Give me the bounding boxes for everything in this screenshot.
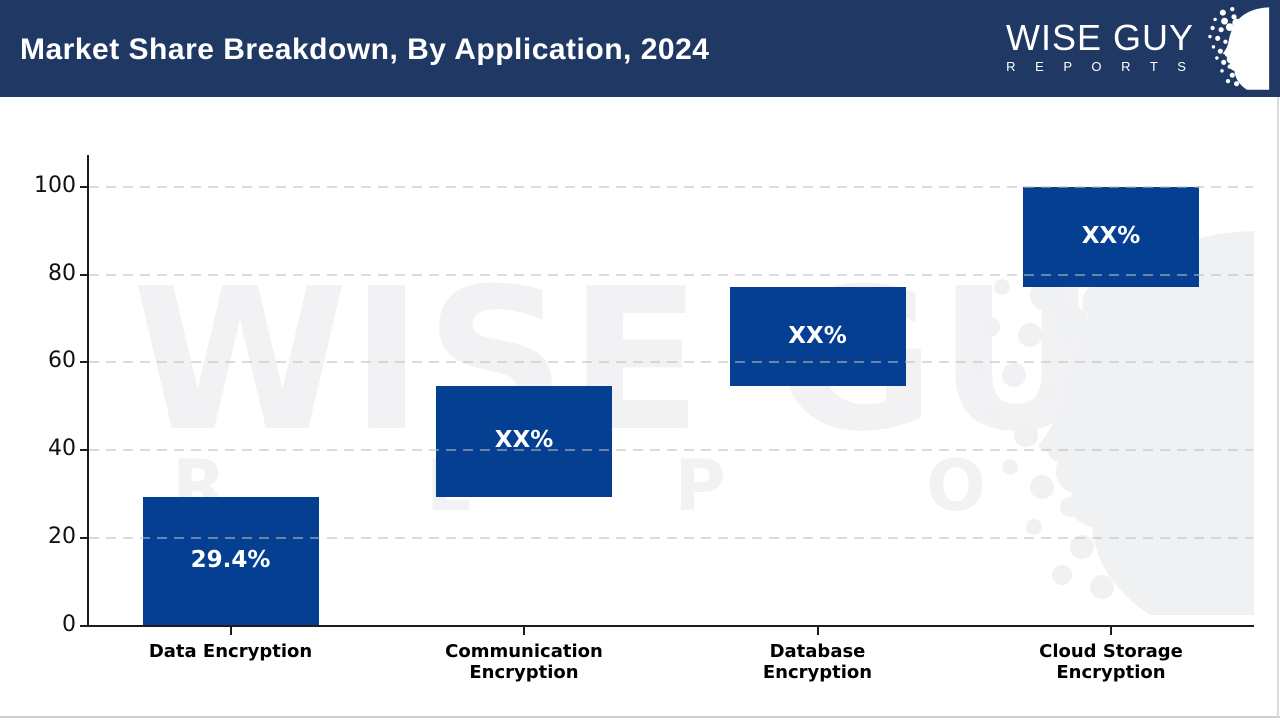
right-edge-line (1277, 97, 1279, 718)
y-tick (80, 361, 88, 364)
category-label: Communication Encryption (445, 641, 603, 683)
wiseguy-logo-text: WISE GUY R E P O R T S (1005, 17, 1194, 75)
gridline (89, 361, 1253, 364)
y-tick (80, 537, 88, 540)
bar-value-label: XX% (494, 427, 554, 454)
x-tick (523, 627, 525, 635)
x-tick (816, 627, 819, 635)
wiseguy-face-dots-icon (1208, 7, 1270, 90)
y-tick-label: 0 (62, 612, 76, 637)
x-axis (87, 625, 1254, 627)
gridline (89, 449, 1253, 452)
y-tick-label: 40 (48, 436, 76, 462)
wiseguy-logo-line1: WISE GUY (1005, 17, 1194, 58)
bar (729, 287, 906, 387)
header-bar: Market Share Breakdown, By Application, … (0, 0, 1280, 97)
y-tick-label: 80 (48, 260, 76, 286)
gridline (89, 273, 1253, 276)
y-tick (80, 449, 88, 452)
bar (436, 386, 612, 497)
y-tick-label: 100 (34, 172, 76, 198)
gridline (89, 185, 1253, 188)
y-axis (87, 155, 89, 627)
bar-value-label: XX% (788, 322, 847, 349)
bar (142, 496, 319, 626)
gridline (89, 537, 1253, 540)
category-label: Cloud Storage Encryption (1039, 641, 1183, 683)
category-label: Data Encryption (148, 641, 313, 662)
y-tick-label: 60 (48, 348, 76, 374)
y-tick-label: 20 (48, 524, 76, 550)
x-tick (229, 627, 232, 635)
bar-value-label: XX% (1081, 222, 1141, 249)
page-title: Market Share Breakdown, By Application, … (20, 33, 710, 66)
y-tick (80, 273, 88, 276)
wiseguy-logo-line2: R E P O R T S (1006, 59, 1194, 74)
x-tick (1110, 627, 1112, 635)
y-tick (80, 625, 88, 627)
wiseguy-logo: WISE GUY R E P O R T S (1006, 0, 1270, 97)
y-tick (80, 185, 88, 188)
bar-value-label: 29.4% (190, 547, 271, 574)
bottom-divider-line (0, 716, 1280, 718)
category-label: Database Encryption (762, 641, 873, 683)
